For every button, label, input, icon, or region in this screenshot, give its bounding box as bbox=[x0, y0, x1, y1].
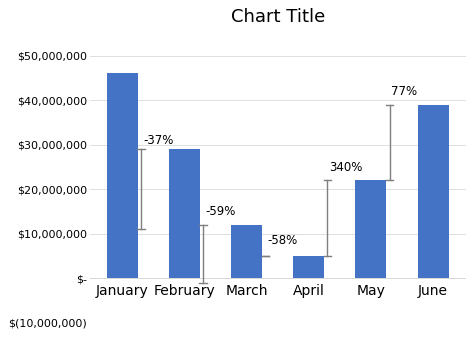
Bar bbox=[356, 180, 386, 278]
Bar bbox=[107, 73, 138, 278]
Text: 77%: 77% bbox=[392, 85, 418, 98]
Title: Chart Title: Chart Title bbox=[231, 8, 325, 26]
Text: 340%: 340% bbox=[329, 161, 363, 174]
Bar bbox=[293, 256, 324, 278]
Bar bbox=[231, 225, 262, 278]
Bar bbox=[169, 149, 200, 278]
Bar bbox=[418, 104, 448, 278]
Text: -58%: -58% bbox=[267, 234, 298, 247]
Text: -59%: -59% bbox=[205, 205, 236, 218]
Text: -37%: -37% bbox=[143, 134, 173, 147]
